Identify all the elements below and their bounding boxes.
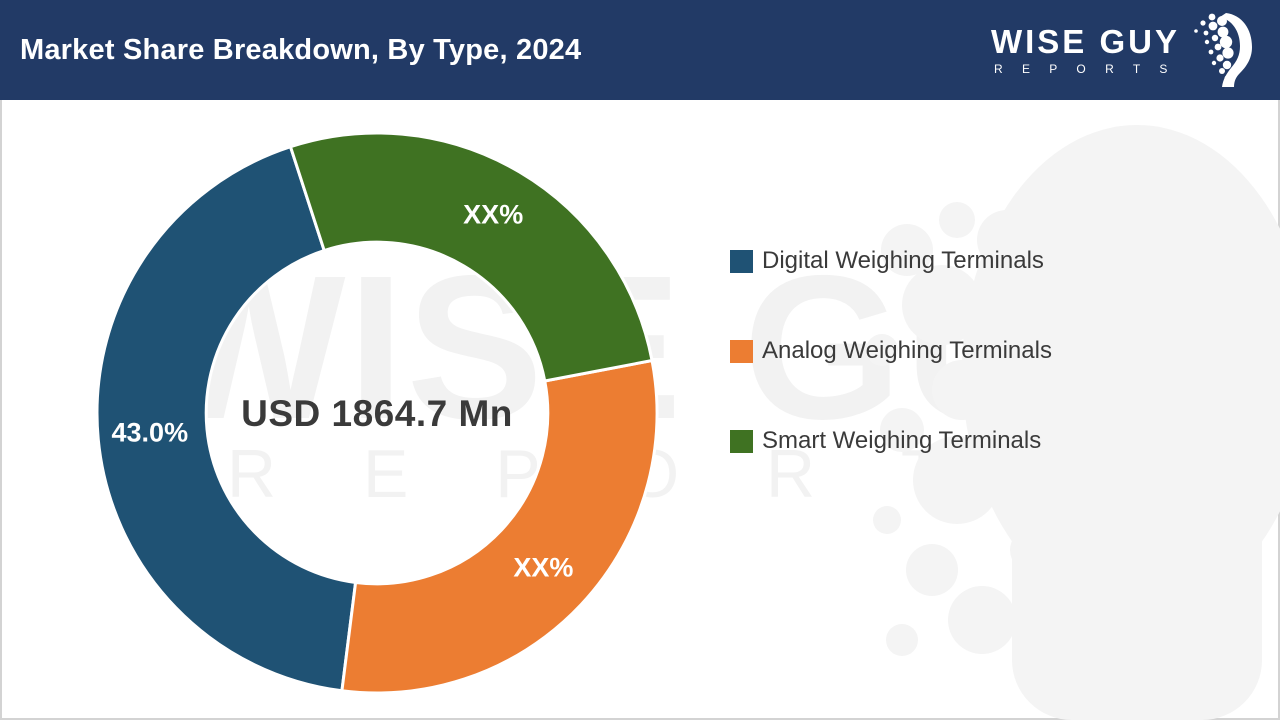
logo-face-icon — [1194, 13, 1252, 87]
legend-item-analog-weighing-terminals: Analog Weighing Terminals — [730, 336, 1052, 366]
legend-swatch-analog — [730, 339, 753, 363]
legend-label: Analog Weighing Terminals — [762, 337, 1052, 364]
wiseguy-logo: WISE GUY R E P O R T S — [991, 11, 1254, 89]
logo-wordmark: WISE GUY — [990, 22, 1180, 60]
donut-slice-smart-weighing-terminals — [288, 131, 654, 383]
legend-swatch-smart — [730, 429, 753, 453]
page-title: Market Share Breakdown, By Type, 2024 — [20, 33, 582, 66]
legend: Digital Weighing Terminals Analog Weighi… — [730, 246, 1052, 456]
chart-center-value: USD 1864.7 Mn — [241, 393, 513, 434]
legend-label: Digital Weighing Terminals — [762, 247, 1044, 274]
chart-canvas: WISE GUY R E P O R T S — [0, 100, 1280, 720]
slice-label-smart-weighing-terminals: XX% — [463, 200, 523, 230]
header: Market Share Breakdown, By Type, 2024 WI… — [0, 0, 1280, 100]
donut-slice-analog-weighing-terminals — [340, 359, 659, 695]
watermark-face-graphic — [866, 125, 1280, 720]
slice-label-digital-weighing-terminals: 43.0% — [112, 418, 189, 448]
legend-item-digital-weighing-terminals: Digital Weighing Terminals — [730, 246, 1052, 276]
slice-label-analog-weighing-terminals: XX% — [513, 552, 573, 582]
logo-subtitle: R E P O R T S — [993, 61, 1176, 76]
legend-item-smart-weighing-terminals: Smart Weighing Terminals — [730, 426, 1052, 456]
legend-label: Smart Weighing Terminals — [762, 427, 1042, 454]
donut-slice-digital-weighing-terminals — [95, 145, 358, 693]
logo-text: WISE GUY R E P O R T S — [991, 25, 1180, 76]
donut-chart: 43.0% XX% XX% — [95, 131, 659, 695]
legend-swatch-digital — [730, 249, 753, 273]
